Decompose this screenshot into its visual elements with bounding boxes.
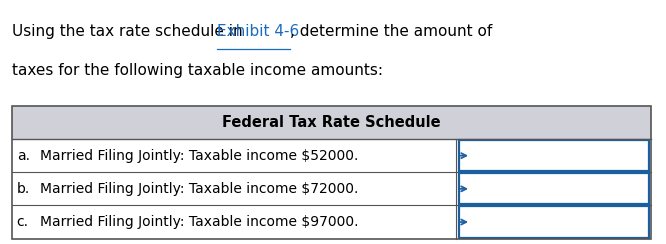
Text: Exhibit 4-6: Exhibit 4-6 xyxy=(217,24,299,39)
Text: , determine the amount of: , determine the amount of xyxy=(290,24,492,39)
Text: Married Filing Jointly: Taxable income $52000.: Married Filing Jointly: Taxable income $… xyxy=(40,149,358,163)
Text: b.: b. xyxy=(17,182,30,196)
Bar xyxy=(12,106,651,139)
Bar xyxy=(459,173,649,204)
Text: Federal Tax Rate Schedule: Federal Tax Rate Schedule xyxy=(222,115,441,130)
Bar xyxy=(459,140,649,171)
Text: taxes for the following taxable income amounts:: taxes for the following taxable income a… xyxy=(12,63,383,78)
Text: Using the tax rate schedule in: Using the tax rate schedule in xyxy=(12,24,248,39)
Text: c.: c. xyxy=(17,215,29,229)
Bar xyxy=(12,106,651,239)
Text: Married Filing Jointly: Taxable income $97000.: Married Filing Jointly: Taxable income $… xyxy=(40,215,358,229)
Text: Married Filing Jointly: Taxable income $72000.: Married Filing Jointly: Taxable income $… xyxy=(40,182,358,196)
Text: a.: a. xyxy=(17,149,30,163)
Bar xyxy=(459,206,649,238)
